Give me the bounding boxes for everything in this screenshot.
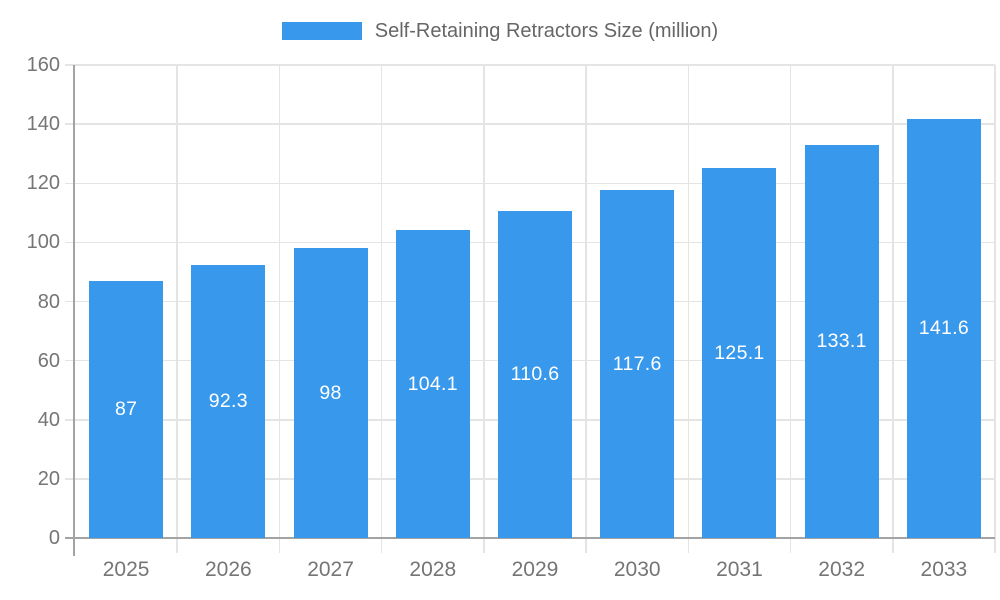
y-tick-label: 80 bbox=[37, 290, 60, 313]
y-tick-label: 140 bbox=[26, 113, 60, 136]
bar-2032[interactable]: 133.1 bbox=[804, 144, 879, 538]
x-tick-label: 2031 bbox=[716, 558, 763, 581]
bar-2033[interactable]: 141.6 bbox=[906, 119, 981, 538]
legend-item[interactable]: Self-Retaining Retractors Size (million) bbox=[281, 20, 719, 42]
bar-value-label: 117.6 bbox=[612, 352, 662, 375]
y-tick-label: 60 bbox=[37, 349, 60, 372]
x-gridline bbox=[176, 65, 178, 553]
bar-value-label: 92.3 bbox=[208, 390, 248, 413]
x-tick-label: 2027 bbox=[307, 558, 354, 581]
bar-2028[interactable]: 104.1 bbox=[395, 230, 470, 538]
bar-2025[interactable]: 87 bbox=[89, 280, 164, 538]
legend-label: Self-Retaining Retractors Size (million) bbox=[374, 20, 719, 42]
x-gridline bbox=[892, 65, 894, 553]
x-tick-label: 2033 bbox=[920, 558, 968, 581]
x-gridline bbox=[278, 65, 281, 553]
y-tick-label: 160 bbox=[26, 54, 60, 76]
bar-2027[interactable]: 98 bbox=[293, 248, 368, 538]
bar-value-label: 98 bbox=[319, 381, 342, 404]
bar-value-label: 104.1 bbox=[407, 372, 458, 395]
y-gridline bbox=[65, 182, 995, 184]
x-tick-label: 2029 bbox=[511, 558, 559, 581]
y-gridline bbox=[65, 64, 995, 66]
bar-value-label: 141.6 bbox=[918, 317, 970, 340]
y-axis-line bbox=[73, 65, 75, 556]
bar-value-label: 125.1 bbox=[714, 341, 765, 364]
legend-swatch-icon bbox=[281, 22, 362, 40]
y-tick-label: 40 bbox=[37, 408, 60, 431]
x-gridline bbox=[585, 65, 587, 553]
x-gridline bbox=[687, 65, 690, 553]
bar-value-label: 87 bbox=[114, 397, 138, 420]
bar-2030[interactable]: 117.6 bbox=[600, 190, 675, 538]
legend: Self-Retaining Retractors Size (million) bbox=[0, 20, 1000, 42]
x-axis-line bbox=[65, 537, 995, 539]
y-tick-label: 0 bbox=[48, 527, 60, 549]
y-gridline bbox=[65, 123, 995, 125]
x-gridline bbox=[994, 65, 996, 553]
x-gridline bbox=[483, 65, 485, 553]
y-tick-label: 20 bbox=[37, 467, 60, 490]
x-tick-label: 2026 bbox=[204, 558, 252, 581]
bar-2031[interactable]: 125.1 bbox=[702, 168, 777, 538]
x-gridline bbox=[789, 65, 792, 553]
x-tick-label: 2032 bbox=[818, 558, 866, 581]
bar-value-label: 110.6 bbox=[510, 363, 560, 385]
x-tick-label: 2028 bbox=[409, 558, 457, 581]
x-gridline bbox=[380, 65, 383, 553]
y-tick-label: 100 bbox=[26, 231, 60, 254]
x-tick-label: 2030 bbox=[613, 558, 661, 581]
bar-value-label: 133.1 bbox=[816, 329, 867, 352]
x-tick-label: 2025 bbox=[102, 558, 150, 581]
bar-2026[interactable]: 92.3 bbox=[191, 265, 266, 538]
bar-2029[interactable]: 110.6 bbox=[498, 211, 572, 538]
y-tick-label: 120 bbox=[26, 172, 60, 195]
